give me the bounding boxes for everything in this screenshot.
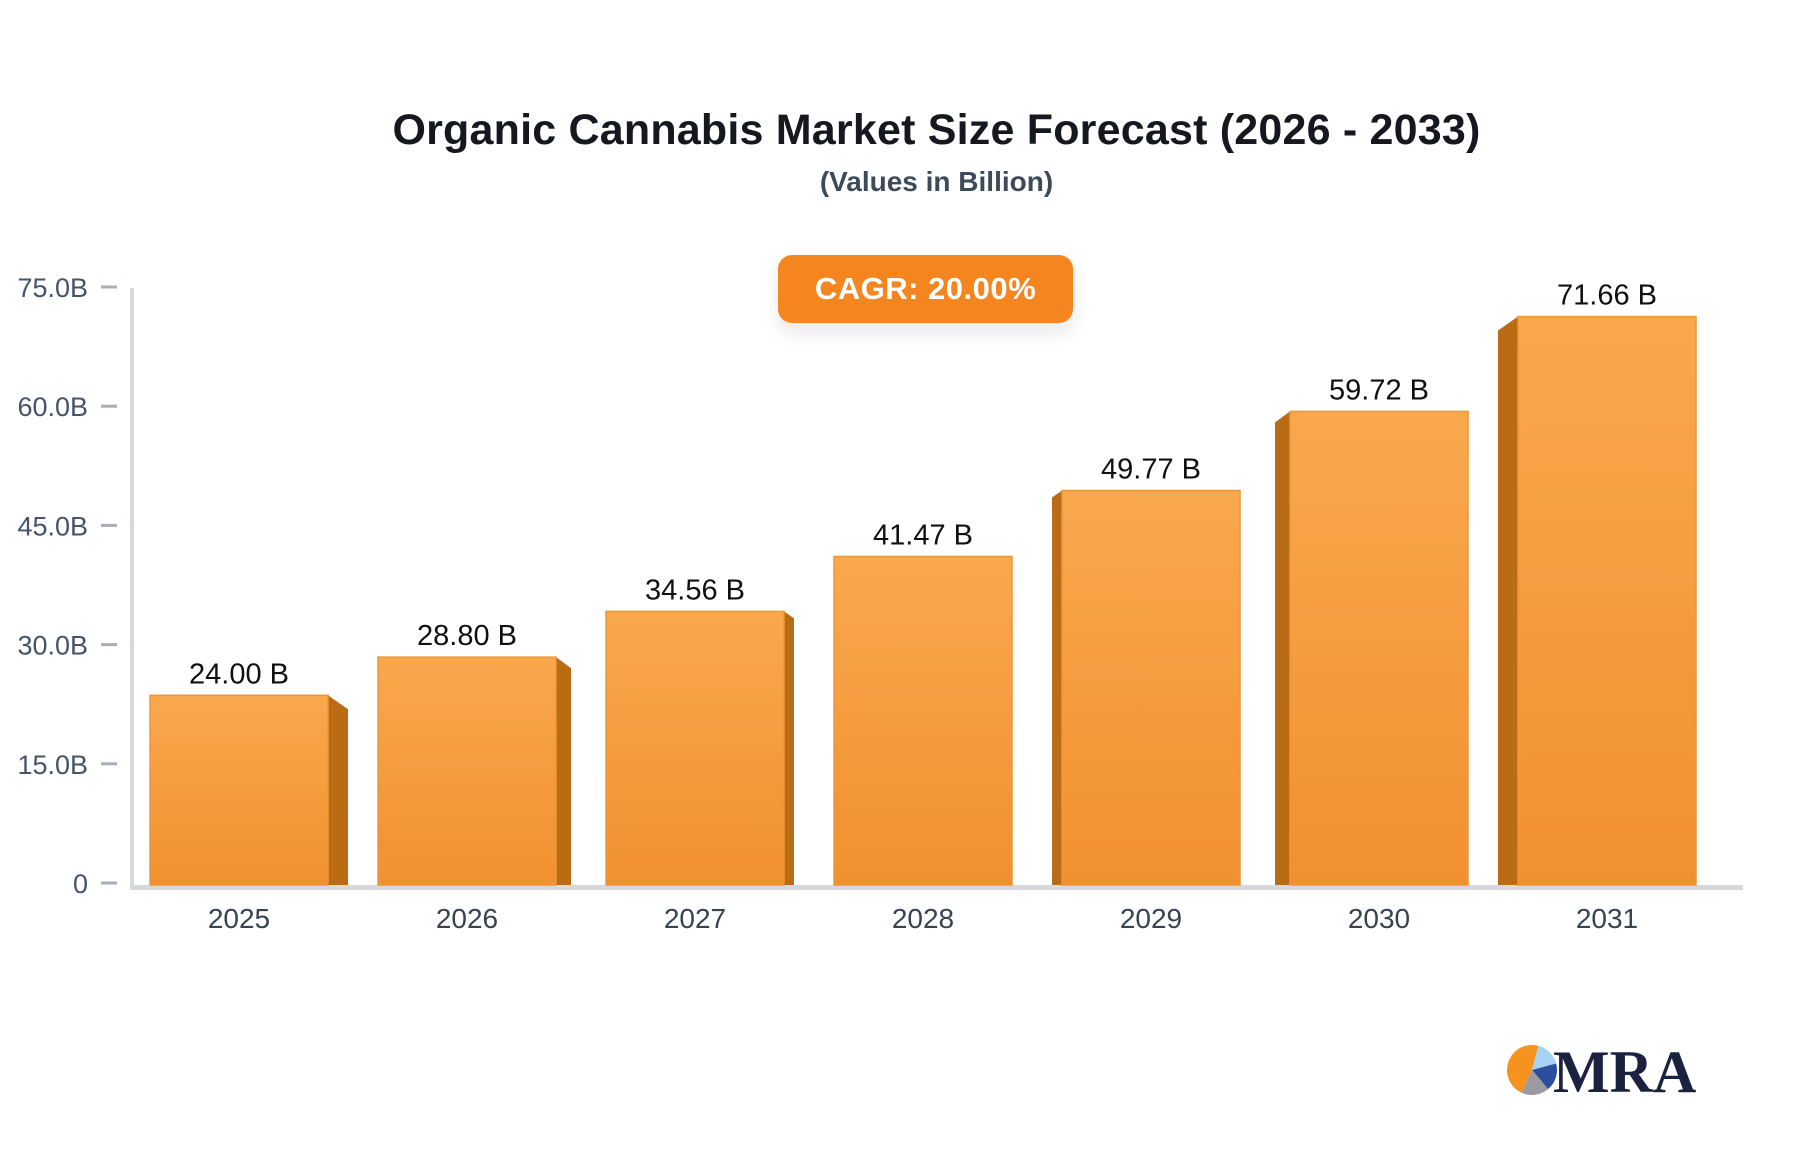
y-tick-label-60.0B: 60.0B (17, 392, 88, 422)
y-tick-label-30.0B: 30.0B (17, 631, 88, 661)
mra-logo: MRA (1506, 1039, 1696, 1105)
bar-bevel-2025 (328, 695, 348, 885)
x-label-2030: 2030 (1348, 903, 1410, 934)
bar-2029 (1061, 489, 1241, 886)
bar-2031 (1517, 315, 1697, 886)
value-label-2030: 59.72 B (1329, 374, 1429, 406)
y-tick-label-15.0B: 15.0B (17, 750, 88, 780)
logo-pie-wedge-orange (1506, 1044, 1539, 1093)
x-label-2028: 2028 (892, 903, 954, 934)
value-label-2031: 71.66 B (1557, 280, 1657, 312)
logo-pie-icon (1506, 1044, 1558, 1096)
bar-bevel-2031 (1498, 316, 1518, 885)
bar-2027 (605, 610, 785, 886)
value-label-2026: 28.80 B (417, 620, 517, 652)
y-tick-label-45.0B: 45.0B (17, 511, 88, 541)
value-label-2027: 34.56 B (645, 574, 745, 606)
bar-bevel-2027 (784, 611, 794, 885)
chart-title: Organic Cannabis Market Size Forecast (2… (392, 106, 1481, 154)
x-label-2026: 2026 (436, 903, 498, 934)
x-label-2031: 2031 (1576, 903, 1638, 934)
bar-bevel-2026 (556, 657, 571, 885)
bar-2030 (1289, 410, 1469, 886)
y-tick-label-0: 0 (73, 869, 88, 899)
logo-text: MRA (1553, 1039, 1696, 1105)
logo-pie-wedge-lightblue (1532, 1045, 1557, 1070)
bar-bevel-2029 (1052, 490, 1062, 885)
value-label-2025: 24.00 B (189, 658, 289, 690)
value-label-2029: 49.77 B (1101, 453, 1201, 485)
cagr-badge: CAGR: 20.00% (778, 255, 1073, 323)
bar-bevel-2030 (1275, 411, 1290, 885)
logo-pie-wedge-darkblue (1532, 1063, 1558, 1090)
bar-2028 (833, 555, 1013, 886)
bar-2025 (149, 694, 329, 886)
logo-pie-wedge-gray (1521, 1070, 1549, 1096)
x-label-2029: 2029 (1120, 903, 1182, 934)
x-axis-line (130, 885, 1743, 890)
x-label-2025: 2025 (208, 903, 270, 934)
value-label-2028: 41.47 B (873, 519, 973, 551)
x-label-2027: 2027 (664, 903, 726, 934)
y-tick-label-75.0B: 75.0B (17, 273, 88, 303)
chart-subtitle: (Values in Billion) (819, 166, 1054, 197)
y-axis-line (130, 288, 134, 890)
bar-2026 (377, 656, 557, 886)
